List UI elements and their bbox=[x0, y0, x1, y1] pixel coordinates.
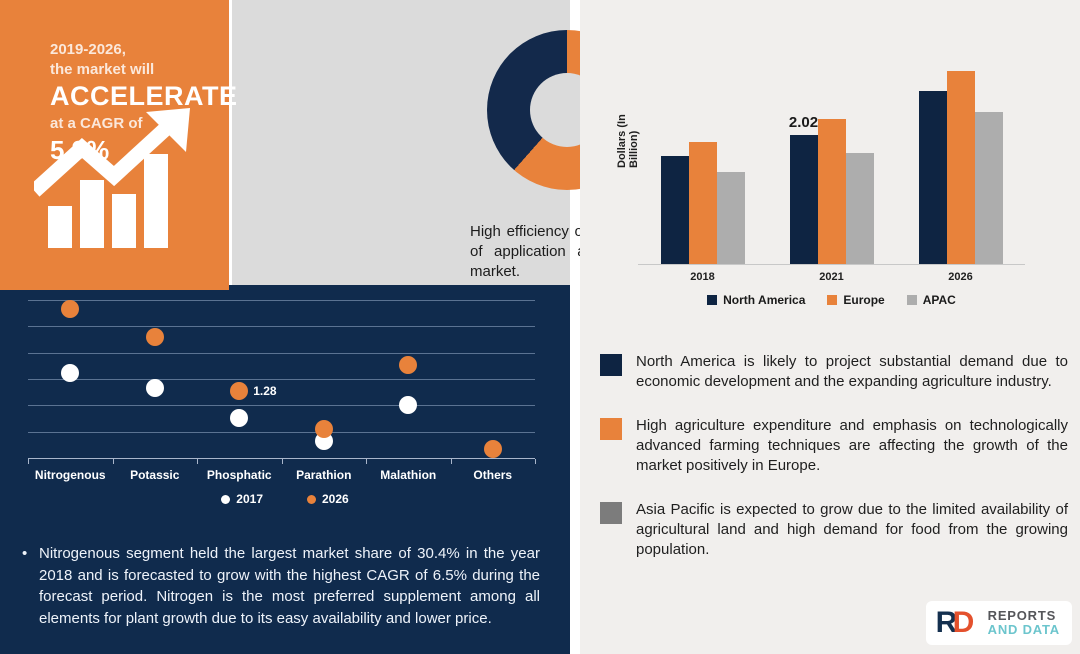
logo-letter-d: D bbox=[952, 606, 975, 639]
accelerate-headline: ACCELERATE bbox=[50, 81, 238, 111]
bar-legend-item-apac: APAC bbox=[906, 293, 956, 307]
dot-chart-axis-tick bbox=[366, 459, 367, 464]
dot-legend-item-2026: 2026 bbox=[307, 492, 349, 506]
dot-legend-item-2017: 2017 bbox=[221, 492, 263, 506]
dot-legend-label-2026: 2026 bbox=[322, 492, 349, 506]
bar-legend-marker bbox=[707, 295, 718, 305]
dot-chart-gridline bbox=[28, 326, 535, 328]
nitrogenous-footnote-text: Nitrogenous segment held the largest mar… bbox=[39, 545, 540, 627]
dot-2017-potassic bbox=[145, 378, 164, 397]
regional-bullet-text: North America is likely to project subst… bbox=[636, 353, 1068, 390]
dot-chart-gridline bbox=[28, 352, 535, 354]
logo-text: REPORTS AND DATA bbox=[988, 609, 1060, 636]
dot-chart-axis-tick bbox=[112, 459, 114, 464]
bar-chart-y-axis-label: Dollars (In Billion) bbox=[616, 114, 640, 168]
dot-chart-gridline bbox=[28, 405, 535, 407]
cagr-label: at a CAGR of bbox=[50, 115, 143, 133]
bar-legend-label: Europe bbox=[843, 293, 885, 307]
dot-2026-potassic bbox=[145, 328, 164, 347]
bar-apac-2018 bbox=[716, 171, 745, 264]
bar-xlabel-2021: 2021 bbox=[819, 271, 844, 283]
dot-chart-axis-tick bbox=[535, 459, 536, 464]
dot-chart-axis-tick bbox=[281, 459, 283, 464]
bar-europe-2018 bbox=[688, 142, 717, 264]
dot-2026-nitrogenous bbox=[61, 300, 80, 319]
regional-bullet-2: Asia Pacific is expected to grow due to … bbox=[600, 500, 1068, 560]
dot-chart-legend: 2017 2026 bbox=[0, 492, 570, 506]
regional-bullets: North America is likely to project subst… bbox=[600, 352, 1068, 584]
regional-bullet-text: High agriculture expenditure and emphasi… bbox=[636, 416, 1068, 474]
bar-legend-marker bbox=[906, 295, 917, 305]
dot-value-label: 1.28 bbox=[253, 383, 277, 398]
dot-category-potassic: Potassic bbox=[130, 468, 180, 482]
bullet-glyph: • bbox=[22, 545, 28, 562]
left-column: 61.5% of the total Foliar Spray Market i… bbox=[0, 0, 804, 654]
bullet-square-icon bbox=[600, 501, 622, 524]
dot-chart-axis-tick bbox=[28, 459, 29, 464]
dot-chart-axis-tick bbox=[450, 459, 452, 464]
right-column: Dollars (In Billion) 2.02 2018 2021 2026 N… bbox=[580, 0, 1080, 654]
bullet-square-icon bbox=[600, 354, 622, 376]
dot-category-others: Others bbox=[473, 468, 513, 482]
dot-chart-gridline bbox=[28, 300, 535, 301]
dot-2017-malathion bbox=[399, 396, 418, 415]
bar-north-america-2021 bbox=[789, 134, 818, 264]
dot-2017-phosphatic bbox=[230, 408, 249, 427]
dot-2017-nitrogenous bbox=[61, 364, 80, 383]
nitrogenous-footnote: • Nitrogenous segment held the largest m… bbox=[22, 543, 540, 629]
bar-apac-2026 bbox=[974, 111, 1003, 264]
bar-value-label: 2.02 bbox=[788, 113, 819, 131]
period-label: 2019-2026, bbox=[50, 41, 126, 58]
dot-2026-phosphatic bbox=[230, 381, 249, 400]
dot-category-phosphatic: Phosphatic bbox=[206, 468, 272, 482]
bar-legend-label: North America bbox=[723, 293, 806, 307]
bar-europe-2026 bbox=[946, 71, 975, 264]
dot-2026-parathion bbox=[314, 420, 333, 439]
dot-legend-marker-2017 bbox=[221, 494, 231, 504]
bar-chart-legend: North America Europe APAC bbox=[638, 293, 1025, 307]
bar-north-america-2018 bbox=[660, 155, 689, 264]
bar-chart-x-axis: 2018 2021 2026 bbox=[638, 271, 1025, 285]
dot-legend-marker-2026 bbox=[307, 494, 316, 504]
dot-2026-others bbox=[483, 440, 502, 459]
reports-and-data-logo: R D REPORTS AND DATA bbox=[925, 601, 1072, 645]
dot-chart-categories: Nitrogenous Potassic Phosphatic Parathion Ma… bbox=[28, 468, 535, 482]
dot-legend-label-2017: 2017 bbox=[236, 492, 263, 506]
dot-category-parathion: Parathion bbox=[296, 468, 352, 482]
dot-category-nitrogenous: Nitrogenous bbox=[34, 468, 106, 482]
bullet-square-icon bbox=[600, 417, 622, 440]
regional-bullet-text: Asia Pacific is expected to grow due to … bbox=[636, 500, 1068, 558]
bar-apac-2021 bbox=[845, 152, 874, 264]
growth-chart-icon bbox=[34, 108, 190, 248]
rd-logo-icon: R D bbox=[936, 607, 980, 639]
bar-legend-item-europe: Europe bbox=[827, 293, 885, 307]
segment-panel: 1.28 Nitrogenous Potassic Phosphatic Parath… bbox=[0, 285, 570, 654]
bar-legend-label: APAC bbox=[922, 293, 956, 307]
dot-chart-gridline bbox=[28, 431, 535, 433]
dot-chart-gridline bbox=[28, 379, 535, 380]
regional-bullet-0: North America is likely to project subst… bbox=[600, 352, 1068, 392]
regional-bar-chart: 2.02 bbox=[638, 65, 1025, 265]
bar-legend-item-north-america: North America bbox=[707, 293, 805, 307]
regional-bullet-1: High agriculture expenditure and emphasi… bbox=[600, 416, 1068, 476]
dot-category-malathion: Malathion bbox=[380, 468, 437, 482]
logo-anddata-label: AND DATA bbox=[987, 622, 1060, 637]
market-will-label: the market will bbox=[50, 60, 155, 78]
bar-xlabel-2026: 2026 bbox=[948, 271, 973, 283]
logo-reports-label: REPORTS bbox=[987, 608, 1057, 624]
bar-xlabel-2018: 2018 bbox=[690, 271, 715, 283]
bar-europe-2021 bbox=[817, 119, 846, 264]
bar-north-america-2026 bbox=[918, 91, 947, 264]
bar-legend-marker bbox=[827, 295, 838, 305]
segment-dot-chart: 1.28 bbox=[28, 289, 536, 464]
dot-chart-axis-tick bbox=[197, 459, 198, 464]
logo-letter-r: R bbox=[935, 606, 958, 639]
dot-2026-malathion bbox=[399, 356, 418, 375]
accelerate-card: 2019-2026, the market will ACCELERATE at… bbox=[0, 0, 237, 290]
donut-section: 61.5% of the total Foliar Spray Market i… bbox=[232, 0, 804, 289]
